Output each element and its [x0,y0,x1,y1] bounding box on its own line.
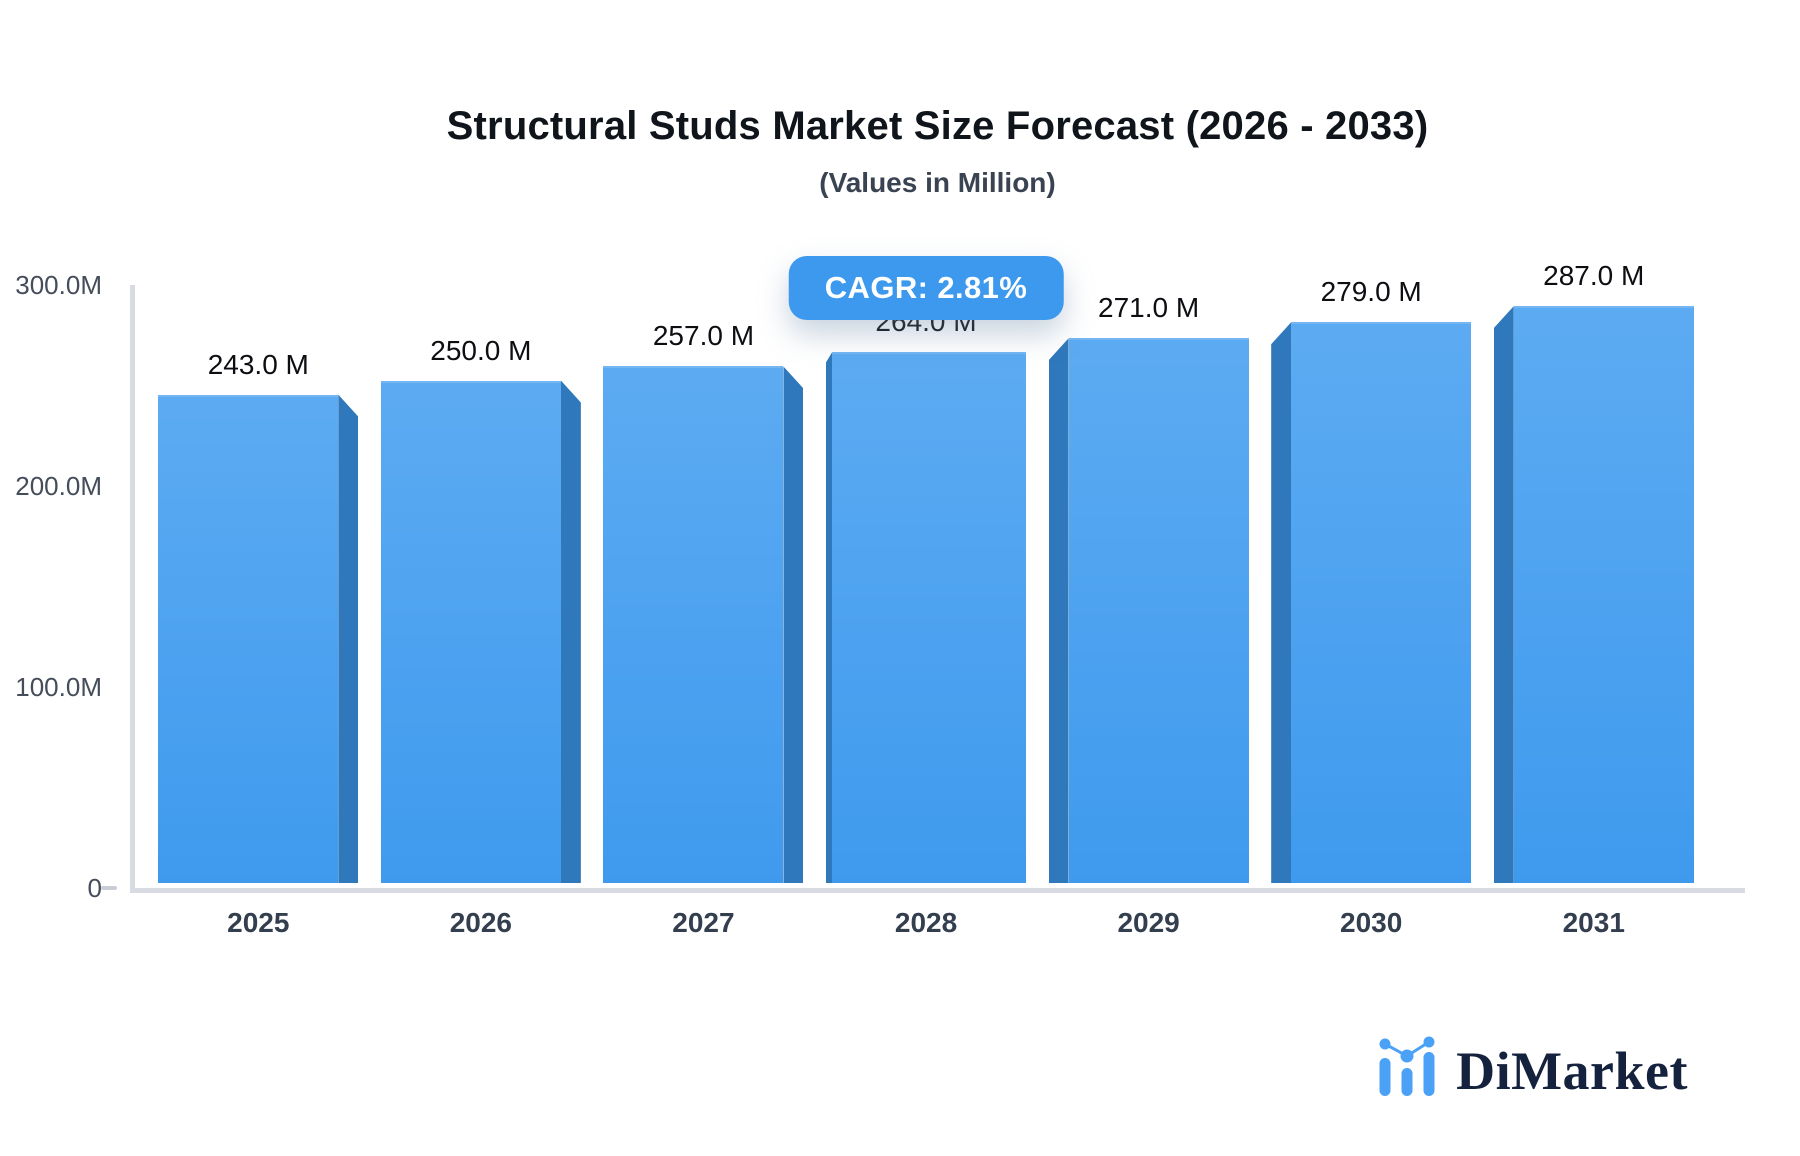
bar-side-panel [338,394,359,883]
bar-group-2029: 271.0 M 2029 [1037,285,1260,938]
x-tick-label-2031: 2031 [1562,907,1625,938]
bar-face [832,352,1027,883]
y-axis-tick-label: 100.0M [15,672,102,702]
bar-2025[interactable]: 243.0 M [158,349,359,883]
bar-2031[interactable]: 287.0 M [1493,260,1694,883]
bar-face [380,380,561,883]
bar-value-label: 250.0 M [430,334,532,366]
bar-face [158,394,339,883]
cagr-badge: CAGR: 2.81% [788,256,1064,320]
bar-value-label: 271.0 M [1098,292,1200,324]
x-tick-label-2028: 2028 [894,907,958,938]
brand-logo: DiMarket [1377,1034,1688,1102]
bar-group-2027: 257.0 M 2027 [592,285,815,938]
y-axis-tick-label: 300.0M [15,270,102,300]
bars-area: 243.0 M 2025 250.0 M 2026 257.0 M 2027 264.0 M… [135,260,1745,938]
bar-2030[interactable]: 279.0 M [1271,276,1472,883]
bar-side-panel [783,366,804,883]
bar-value-label: 257.0 M [652,320,755,352]
bar-side-panel [1493,306,1514,883]
y-axis-tick-label: 200.0M [15,471,102,501]
chart-subtitle: (Values in Million) [819,167,1056,198]
x-tick-label-2025: 2025 [227,907,290,938]
bar-group-2028: 264.0 M 2028 [815,285,1038,938]
x-axis-line [130,888,1745,893]
x-tick-label-2029: 2029 [1117,907,1180,938]
chart-title: Structural Studs Market Size Forecast (2… [446,104,1429,148]
mini-bar-chart-icon [1379,1036,1435,1096]
bar-face [603,366,784,883]
bar-group-2025: 243.0 M 2025 [147,285,370,938]
chart-header: Structural Studs Market Size Forecast (2… [130,104,1745,199]
bar-2027[interactable]: 257.0 M [603,320,804,883]
bar-group-2030: 279.0 M 2030 [1260,276,1483,938]
bar-side-panel [560,380,581,883]
plot-area: 300.0M 200.0M 100.0M 0 243.0 M 2025 250.0 M 20… [15,260,1745,938]
y-axis-zero-tick [101,886,117,890]
bar-side-panel [1048,338,1069,883]
y-axis-line [130,285,135,892]
bar-group-2026: 250.0 M 2026 [370,285,593,938]
x-tick-label-2030: 2030 [1340,907,1403,938]
bar-face [1068,338,1249,883]
bar-side-panel [826,352,833,883]
x-tick-label-2027: 2027 [672,907,735,938]
bar-2029[interactable]: 271.0 M [1048,292,1249,883]
bar-2026[interactable]: 250.0 M [380,335,581,883]
brand-logo-text: DiMarket [1456,1041,1688,1102]
bar-value-label: 243.0 M [207,348,309,380]
bar-value-label: 279.0 M [1320,276,1422,308]
bar-side-panel [1271,322,1292,883]
x-tick-label-2026: 2026 [449,907,513,938]
bar-2028[interactable]: 264.0 M [826,306,1027,883]
y-axis-tick-label: 0 [87,873,102,903]
bar-value-label: 287.0 M [1543,260,1645,292]
bar-group-2031: 287.0 M 2031 [1482,260,1705,938]
bar-face [1513,306,1694,883]
bar-face [1291,322,1472,883]
